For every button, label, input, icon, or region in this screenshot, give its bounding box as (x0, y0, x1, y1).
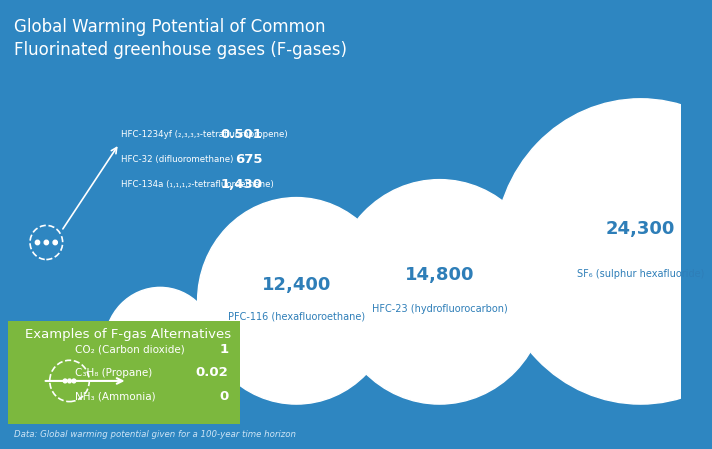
Text: HFC-32 (difluoromethane): HFC-32 (difluoromethane) (121, 155, 234, 164)
Circle shape (494, 99, 712, 404)
Text: HFC-1234yf (₂,₃,₃,₃-tetrafluoropropene): HFC-1234yf (₂,₃,₃,₃-tetrafluoropropene) (121, 130, 288, 139)
Text: 675: 675 (235, 153, 262, 166)
Text: 0: 0 (219, 390, 229, 403)
Circle shape (53, 240, 58, 245)
Circle shape (332, 180, 547, 404)
Text: 1: 1 (219, 343, 229, 357)
Text: C₃H₈ (Propane): C₃H₈ (Propane) (75, 368, 152, 378)
FancyBboxPatch shape (8, 321, 240, 424)
Text: HFC-125 (pentafluoroethane): HFC-125 (pentafluoroethane) (88, 349, 232, 360)
Circle shape (198, 198, 395, 404)
Text: 3,500: 3,500 (132, 328, 189, 346)
Text: 14,800: 14,800 (404, 266, 474, 284)
Text: Global Warming Potential of Common
Fluorinated greenhouse gases (F-gases): Global Warming Potential of Common Fluor… (14, 18, 347, 59)
Text: NH₃ (Ammonia): NH₃ (Ammonia) (75, 392, 156, 401)
Circle shape (63, 379, 67, 383)
Circle shape (44, 240, 48, 245)
Text: 12,400: 12,400 (262, 276, 331, 295)
Text: Examples of F-gas Alternatives: Examples of F-gas Alternatives (25, 328, 231, 341)
Circle shape (36, 240, 40, 245)
Circle shape (104, 287, 216, 404)
Text: 0.02: 0.02 (196, 366, 229, 379)
Text: SF₆ (sulphur hexafluoride): SF₆ (sulphur hexafluoride) (577, 269, 704, 279)
Text: CO₂ (Carbon dioxide): CO₂ (Carbon dioxide) (75, 345, 185, 355)
Text: Data: Global warming potential given for a 100-year time horizon: Data: Global warming potential given for… (14, 430, 295, 439)
Text: 0.501: 0.501 (221, 128, 262, 141)
Text: HFC-23 (hydrofluorocarbon): HFC-23 (hydrofluorocarbon) (372, 304, 508, 314)
Text: 24,300: 24,300 (606, 220, 675, 238)
Circle shape (72, 379, 75, 383)
Text: 1,430: 1,430 (220, 178, 262, 190)
Circle shape (68, 379, 71, 383)
Text: PFC-116 (hexafluoroethane): PFC-116 (hexafluoroethane) (228, 311, 365, 321)
Text: HFC-134a (₁,₁,₁,₂-tetrafluoroethane): HFC-134a (₁,₁,₁,₂-tetrafluoroethane) (121, 180, 274, 189)
